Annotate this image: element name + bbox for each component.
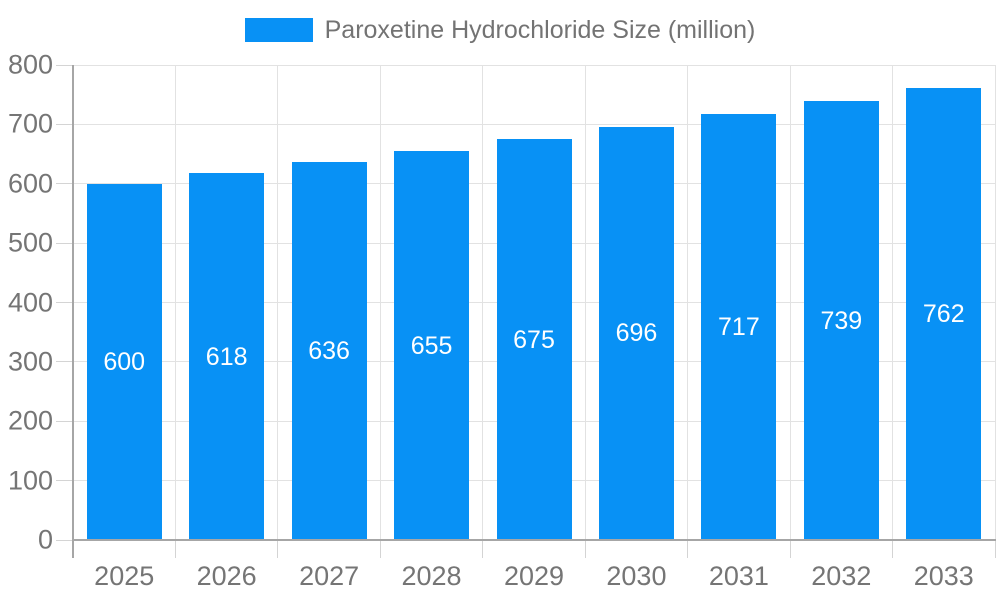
x-axis-tick <box>994 540 996 558</box>
legend-swatch <box>244 18 313 43</box>
y-axis-tick <box>56 480 73 482</box>
x-axis-label: 2026 <box>196 561 257 591</box>
x-gridline <box>892 65 894 540</box>
x-gridline <box>994 65 996 540</box>
y-gridline <box>73 64 995 66</box>
bar-value-label: 655 <box>410 331 453 360</box>
x-axis-tick <box>892 540 894 558</box>
x-axis-tick <box>379 540 381 558</box>
bar-value-label: 717 <box>718 313 760 342</box>
y-axis-label: 0 <box>37 524 53 555</box>
x-axis-tick <box>174 540 176 558</box>
bar-value-label: 636 <box>308 337 350 366</box>
y-axis-label: 400 <box>7 287 53 317</box>
x-gridline <box>687 65 689 540</box>
legend[interactable]: Paroxetine Hydrochloride Size (million) <box>0 16 1000 45</box>
y-axis-line <box>72 65 74 558</box>
bar-value-label: 618 <box>205 342 248 371</box>
y-axis-label: 100 <box>7 465 53 496</box>
y-axis-tick <box>56 242 73 244</box>
x-gridline <box>174 65 176 540</box>
x-axis-label: 2033 <box>913 561 974 591</box>
x-axis-tick <box>277 540 279 558</box>
y-axis-tick <box>56 539 73 541</box>
x-axis-tick <box>687 540 689 558</box>
x-axis-label: 2025 <box>94 561 155 591</box>
y-axis-tick <box>56 123 73 125</box>
x-axis-tick <box>584 540 586 558</box>
bar-2028[interactable] <box>394 151 470 540</box>
y-axis-label: 600 <box>7 168 53 199</box>
bar-2025[interactable] <box>86 183 162 540</box>
x-gridline <box>379 65 381 540</box>
x-gridline <box>584 65 586 540</box>
x-axis-label: 2030 <box>606 561 667 591</box>
y-axis-label: 200 <box>7 405 53 436</box>
legend-label: Paroxetine Hydrochloride Size (million) <box>324 16 756 44</box>
x-axis-tick <box>482 540 484 558</box>
y-axis-tick <box>56 420 73 422</box>
y-axis-tick <box>56 361 73 363</box>
bar-2031[interactable] <box>701 114 777 540</box>
bar-2029[interactable] <box>496 139 572 540</box>
x-axis-label: 2029 <box>503 561 565 591</box>
y-axis-label: 700 <box>7 108 53 139</box>
x-axis-line <box>72 539 996 541</box>
x-gridline <box>789 65 791 540</box>
x-gridline <box>482 65 484 540</box>
y-gridline <box>73 123 995 125</box>
bar-2026[interactable] <box>189 173 265 540</box>
bar-2027[interactable] <box>291 162 367 540</box>
x-axis-tick <box>789 540 791 558</box>
bar-value-label: 675 <box>513 325 555 354</box>
bar-value-label: 696 <box>615 319 658 348</box>
bar-value-label: 762 <box>922 299 965 328</box>
y-axis-label: 300 <box>7 346 53 377</box>
bar-2033[interactable] <box>906 87 982 540</box>
bar-2032[interactable] <box>803 101 879 540</box>
bar-value-label: 739 <box>820 306 863 335</box>
x-axis-label: 2031 <box>708 561 769 591</box>
x-gridline <box>277 65 279 540</box>
y-axis-tick <box>56 183 73 185</box>
bar-value-label: 600 <box>103 347 146 376</box>
x-axis-label: 2027 <box>299 561 360 591</box>
y-axis-tick <box>56 302 73 303</box>
y-axis-tick <box>56 64 73 66</box>
x-axis-label: 2032 <box>811 561 872 591</box>
y-axis-label: 800 <box>7 49 53 80</box>
x-axis-label: 2028 <box>401 561 462 591</box>
y-axis-label: 500 <box>7 227 53 258</box>
bar-2030[interactable] <box>598 126 674 540</box>
